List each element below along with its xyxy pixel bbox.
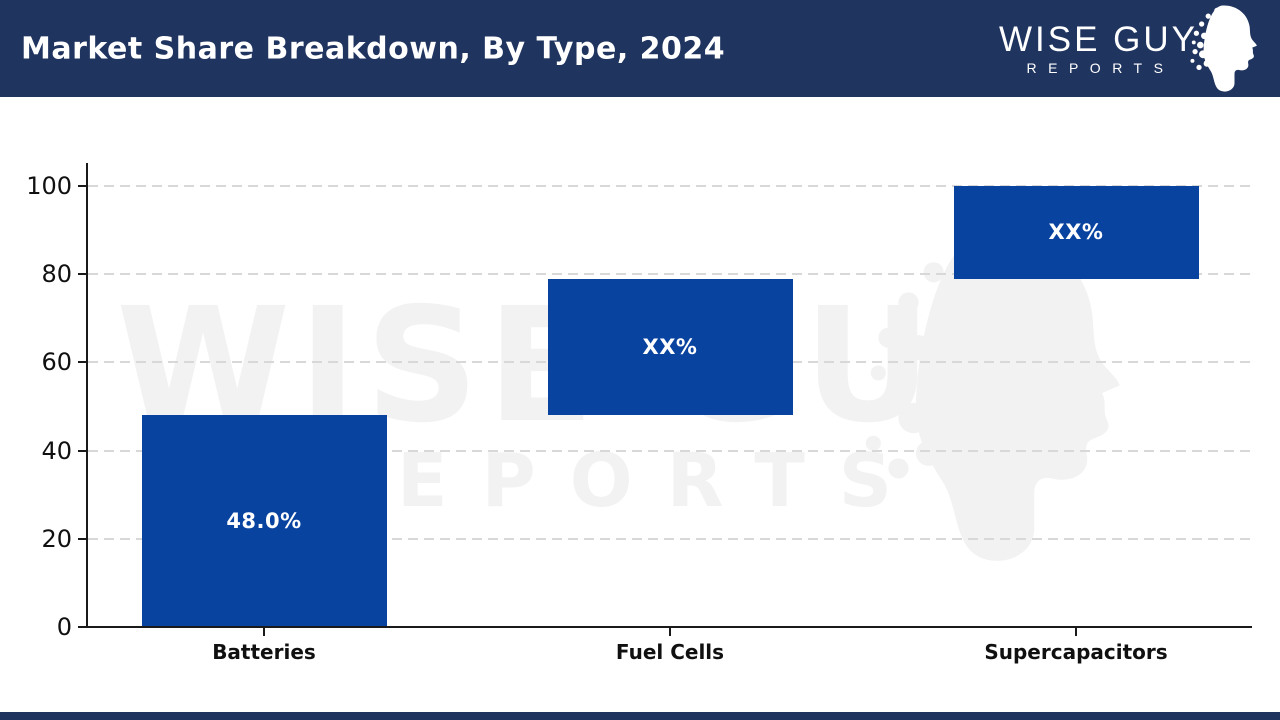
- bar-value-label-fuel-cells: XX%: [642, 334, 698, 359]
- gridline-100: [88, 185, 1252, 187]
- bar-value-label-supercapacitors: XX%: [1048, 220, 1104, 245]
- watermark-subtext: REPORTS: [306, 438, 927, 524]
- gridline-40: [88, 449, 1252, 452]
- footer-strip: [0, 712, 1280, 720]
- bar-batteries: 48.0%: [141, 415, 387, 627]
- logo-wordmark: WISE GUY: [998, 20, 1198, 60]
- y-tick-label-0: 0: [56, 613, 72, 641]
- y-tick-0: [78, 626, 86, 628]
- x-axis-label-supercapacitors: Supercapacitors: [984, 640, 1168, 664]
- header-band: Market Share Breakdown, By Type, 2024 WI…: [0, 0, 1280, 97]
- x-tick-supercapacitors: [1075, 627, 1077, 636]
- bar-fuel-cells: XX%: [547, 278, 793, 416]
- wiseguy-logo: WISE GUY REPORTS: [999, 4, 1266, 94]
- gridline-20: [88, 537, 1252, 540]
- y-tick-label-40: 40: [41, 436, 72, 465]
- bar-supercapacitors: XX%: [953, 186, 1199, 279]
- logo-subtext: REPORTS: [1026, 59, 1175, 76]
- x-axis-label-fuel-cells: Fuel Cells: [615, 640, 725, 664]
- x-tick-fuel-cells: [669, 627, 671, 636]
- logo-text: WISE GUY REPORTS: [998, 20, 1198, 76]
- y-tick-80: [78, 273, 86, 276]
- chart-plot-area: 0 20 40 60 80 100 48.0% Batteries XX% Fuel Cells X…: [26, 163, 1252, 664]
- gridline-80: [88, 273, 1252, 276]
- y-tick-60: [78, 361, 86, 364]
- y-tick-20: [78, 537, 86, 540]
- y-tick-40: [78, 449, 86, 452]
- y-tick-label-80: 80: [41, 260, 72, 289]
- page-title: Market Share Breakdown, By Type, 2024: [21, 31, 726, 66]
- y-axis-line: [86, 163, 88, 627]
- y-tick-label-60: 60: [41, 348, 72, 377]
- x-axis-label-batteries: Batteries: [212, 640, 316, 664]
- y-tick-100: [78, 185, 86, 187]
- y-tick-label-20: 20: [41, 524, 72, 553]
- y-tick-label-100: 100: [26, 172, 72, 200]
- bar-value-label-batteries: 48.0%: [226, 509, 302, 534]
- x-tick-batteries: [263, 627, 265, 636]
